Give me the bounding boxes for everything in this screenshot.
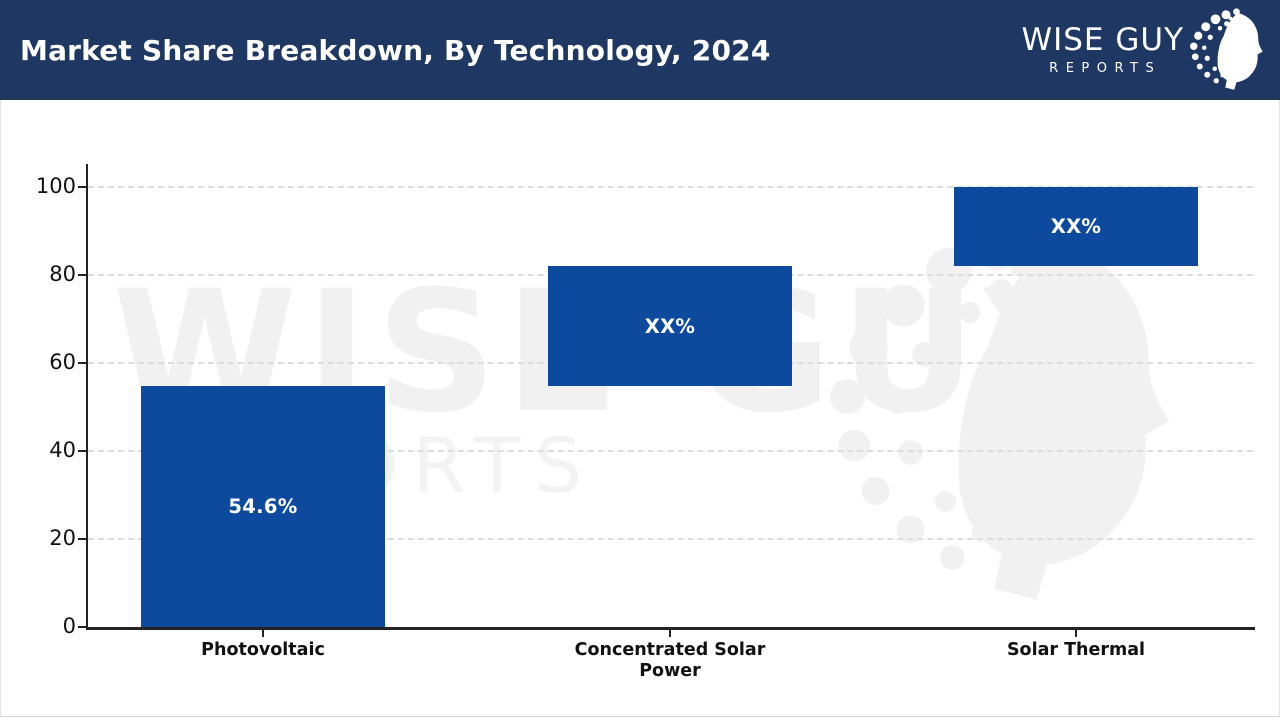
y-tick-label-0: 0	[62, 614, 76, 638]
y-tick-mark	[78, 538, 86, 540]
y-tick-mark	[78, 626, 86, 628]
x-label-line: Solar Thermal	[1006, 640, 1146, 660]
header-bar: Market Share Breakdown, By Technology, 2…	[0, 0, 1280, 100]
bar-label-photovoltaic: 54.6%	[228, 495, 298, 518]
wiseguy-logo: WISE GUY REPORTS	[1021, 8, 1266, 92]
x-tick-mark	[1075, 630, 1077, 637]
x-axis-line	[86, 627, 1255, 630]
y-tick-label-80: 80	[49, 262, 76, 286]
logo-wordmark: WISE GUY	[1021, 21, 1184, 58]
x-tick-mark	[262, 630, 264, 637]
x-tick-mark	[669, 630, 671, 637]
x-label-line: Photovoltaic	[201, 640, 325, 660]
watermark-head-icon	[830, 219, 1170, 600]
chart-title: Market Share Breakdown, By Technology, 2…	[20, 33, 771, 67]
x-label-concentrated-solar-power: Concentrated Solar Power	[510, 640, 830, 682]
logo-subtext: REPORTS	[1049, 60, 1162, 76]
gridline-20	[88, 538, 1253, 540]
y-tick-label-40: 40	[49, 438, 76, 462]
y-tick-label-100: 100	[35, 174, 76, 198]
x-label-line: Power	[639, 661, 701, 681]
x-label-line: Concentrated Solar	[574, 640, 766, 660]
y-tick-mark	[78, 362, 86, 364]
y-axis-line	[86, 164, 88, 629]
bar-solar-thermal: XX%	[954, 187, 1198, 266]
bar-label-solar-thermal: XX%	[1050, 215, 1102, 238]
x-label-photovoltaic: Photovoltaic	[103, 640, 423, 661]
bar-label-concentrated-solar-power: XX%	[644, 314, 696, 338]
logo-text: WISE GUY REPORTS	[1021, 21, 1184, 76]
wiseguy-head-icon	[1190, 8, 1263, 90]
y-tick-label-60: 60	[49, 350, 76, 374]
y-tick-label-20: 20	[49, 526, 76, 550]
x-label-solar-thermal: Solar Thermal	[916, 640, 1236, 661]
gridline-100	[88, 186, 1253, 188]
y-tick-mark	[78, 450, 86, 452]
frame-border-left	[0, 100, 1, 716]
y-tick-mark	[78, 274, 86, 276]
frame-border-bottom	[0, 716, 1280, 717]
y-tick-mark	[78, 186, 86, 188]
gridline-40	[88, 450, 1253, 452]
bar-photovoltaic: 54.6%	[141, 386, 385, 627]
bar-concentrated-solar-power: XX%	[548, 266, 792, 386]
